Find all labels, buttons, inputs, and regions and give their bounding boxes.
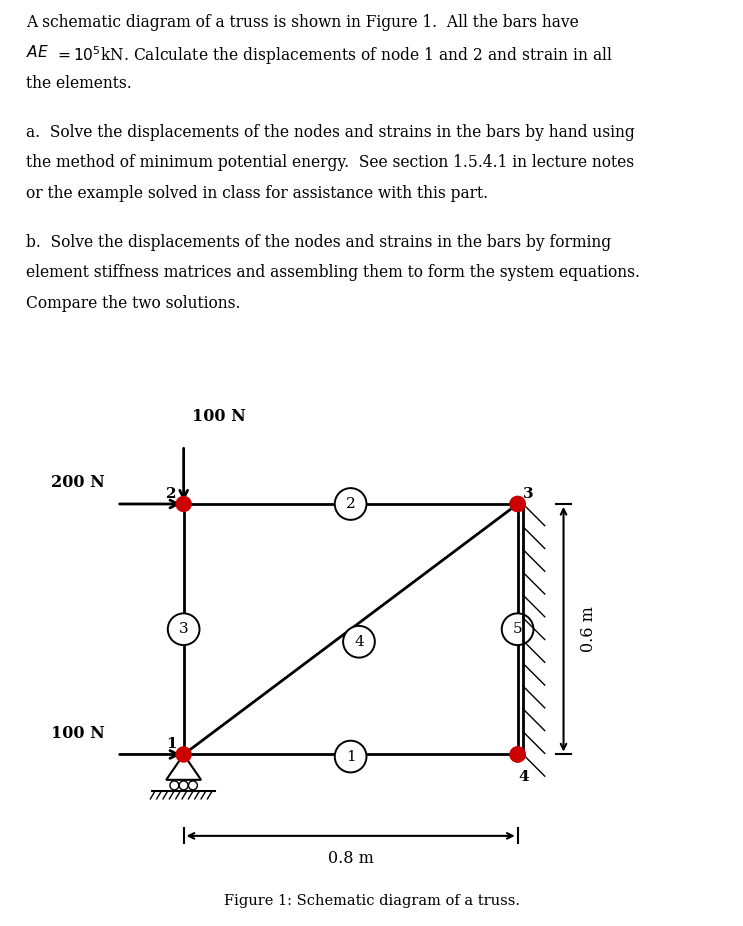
Circle shape xyxy=(510,747,525,762)
Circle shape xyxy=(343,626,374,657)
Text: 200 N: 200 N xyxy=(51,474,104,492)
Text: Figure 1: Schematic diagram of a truss.: Figure 1: Schematic diagram of a truss. xyxy=(224,894,519,908)
Circle shape xyxy=(510,496,525,511)
Text: $= 10^5$kN. Calculate the displacements of node 1 and 2 and strain in all: $= 10^5$kN. Calculate the displacements … xyxy=(54,44,613,68)
Circle shape xyxy=(170,781,179,790)
Text: 3: 3 xyxy=(523,486,533,501)
Text: $\mathit{AE}$: $\mathit{AE}$ xyxy=(26,44,49,61)
Text: 2: 2 xyxy=(345,497,355,511)
Text: 0.8 m: 0.8 m xyxy=(328,850,374,868)
Text: 3: 3 xyxy=(179,622,189,636)
Text: A schematic diagram of a truss is shown in Figure 1.  All the bars have: A schematic diagram of a truss is shown … xyxy=(26,14,579,31)
Circle shape xyxy=(179,781,188,790)
Circle shape xyxy=(189,781,198,790)
Text: 1: 1 xyxy=(345,749,355,764)
Circle shape xyxy=(335,741,366,772)
Circle shape xyxy=(502,613,533,645)
Text: 100 N: 100 N xyxy=(192,407,246,425)
Circle shape xyxy=(510,496,525,511)
Text: 2: 2 xyxy=(166,486,176,501)
Text: the method of minimum potential energy.  See section 1.5.4.1 in lecture notes: the method of minimum potential energy. … xyxy=(26,155,634,171)
Text: a.  Solve the displacements of the nodes and strains in the bars by hand using: a. Solve the displacements of the nodes … xyxy=(26,124,635,141)
Text: 4: 4 xyxy=(519,770,529,784)
Text: 4: 4 xyxy=(354,634,364,649)
Circle shape xyxy=(335,488,366,519)
Text: element stiffness matrices and assembling them to form the system equations.: element stiffness matrices and assemblin… xyxy=(26,265,640,282)
Text: the elements.: the elements. xyxy=(26,75,132,92)
Circle shape xyxy=(176,496,191,511)
Text: 100 N: 100 N xyxy=(51,725,104,742)
Text: or the example solved in class for assistance with this part.: or the example solved in class for assis… xyxy=(26,185,488,202)
Circle shape xyxy=(168,613,200,645)
Text: 5: 5 xyxy=(513,622,522,636)
Text: b.  Solve the displacements of the nodes and strains in the bars by forming: b. Solve the displacements of the nodes … xyxy=(26,234,611,251)
Text: 1: 1 xyxy=(166,737,176,751)
Text: 0.6 m: 0.6 m xyxy=(580,607,597,652)
Circle shape xyxy=(176,747,191,762)
Circle shape xyxy=(510,747,525,762)
Text: Compare the two solutions.: Compare the two solutions. xyxy=(26,295,241,312)
